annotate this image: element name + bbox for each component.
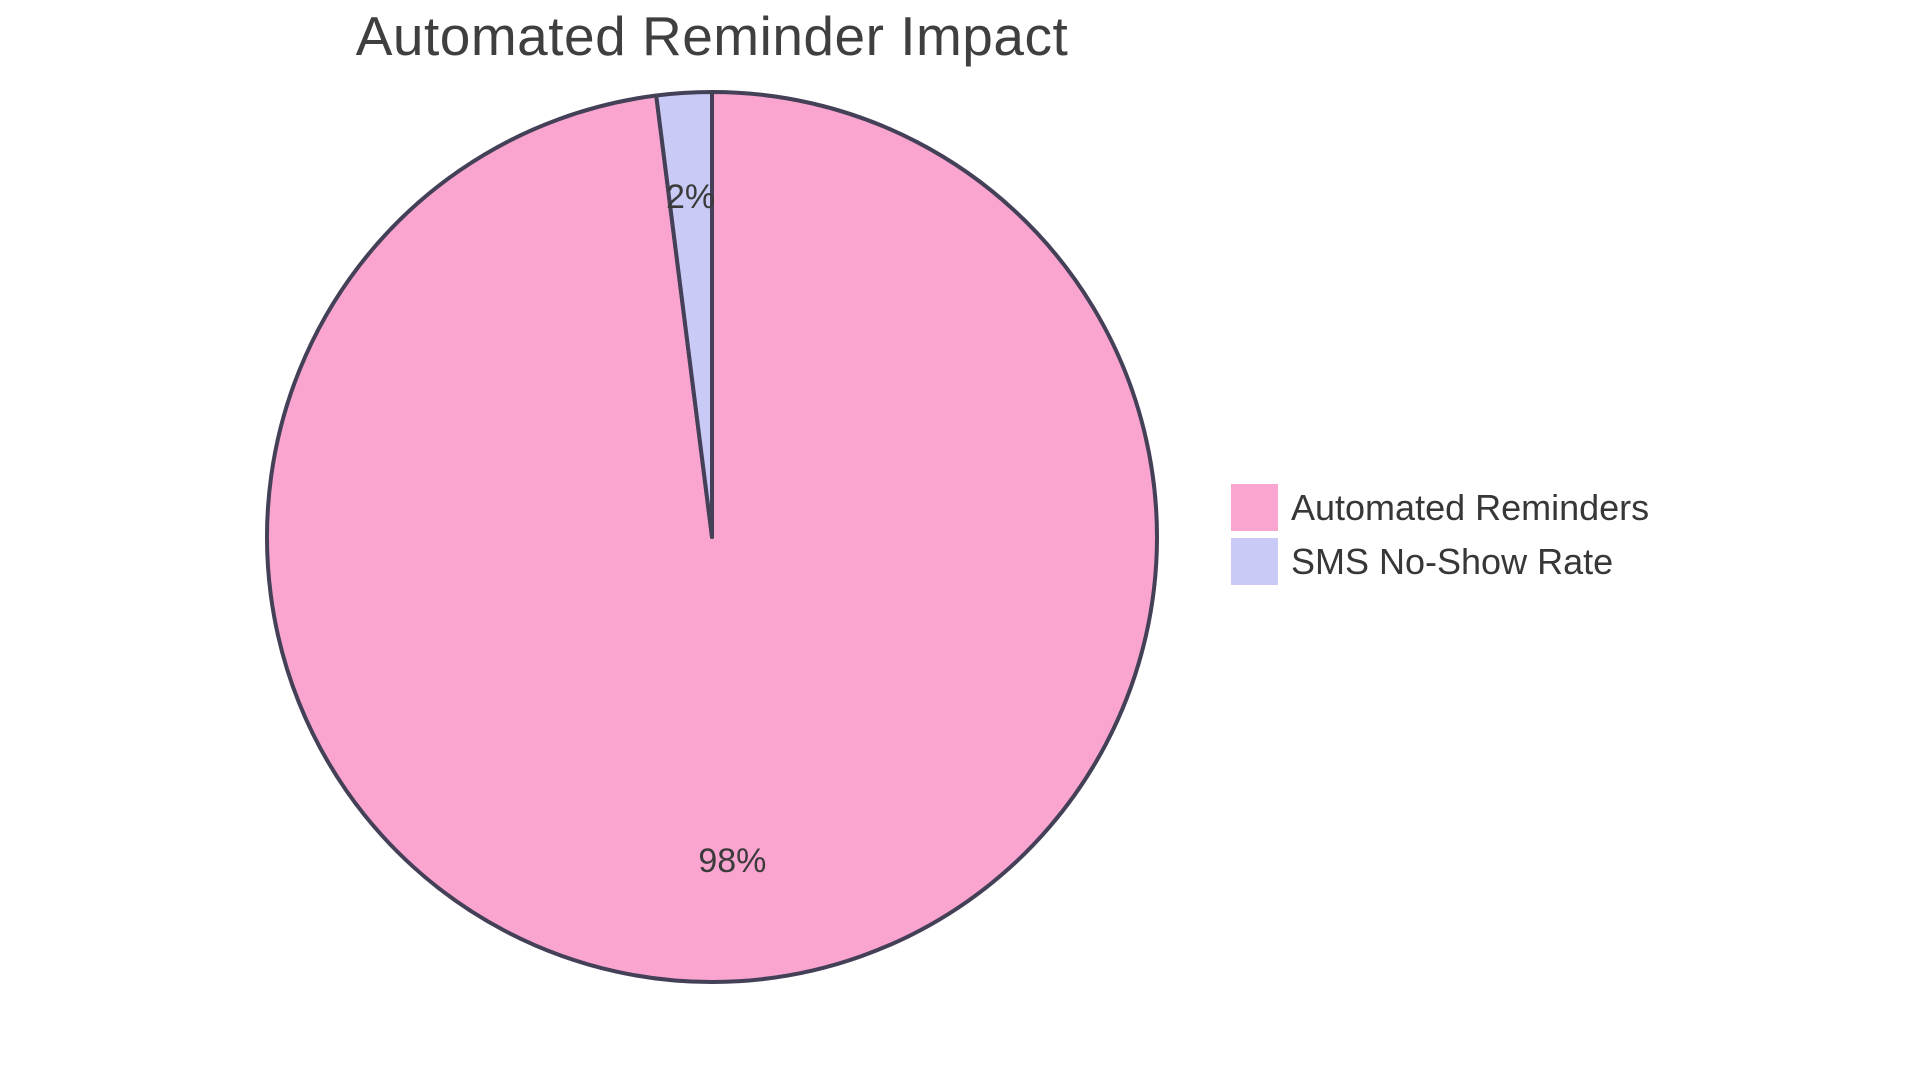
legend-label-sms-no-show-rate: SMS No-Show Rate <box>1291 540 1614 582</box>
legend-swatch-sms-no-show-rate <box>1231 538 1278 585</box>
pie-slice-label-0: 98% <box>698 842 766 880</box>
chart-legend: Automated Reminders SMS No-Show Rate <box>1231 484 1649 585</box>
pie-slice-label-1: 2% <box>666 178 715 216</box>
legend-item-sms-no-show-rate: SMS No-Show Rate <box>1231 538 1649 585</box>
legend-swatch-automated-reminders <box>1231 484 1278 531</box>
pie-slice-1 <box>654 90 714 539</box>
legend-item-automated-reminders: Automated Reminders <box>1231 484 1649 531</box>
legend-label-automated-reminders: Automated Reminders <box>1291 486 1650 528</box>
chart-title: Automated Reminder Impact <box>355 5 1069 67</box>
